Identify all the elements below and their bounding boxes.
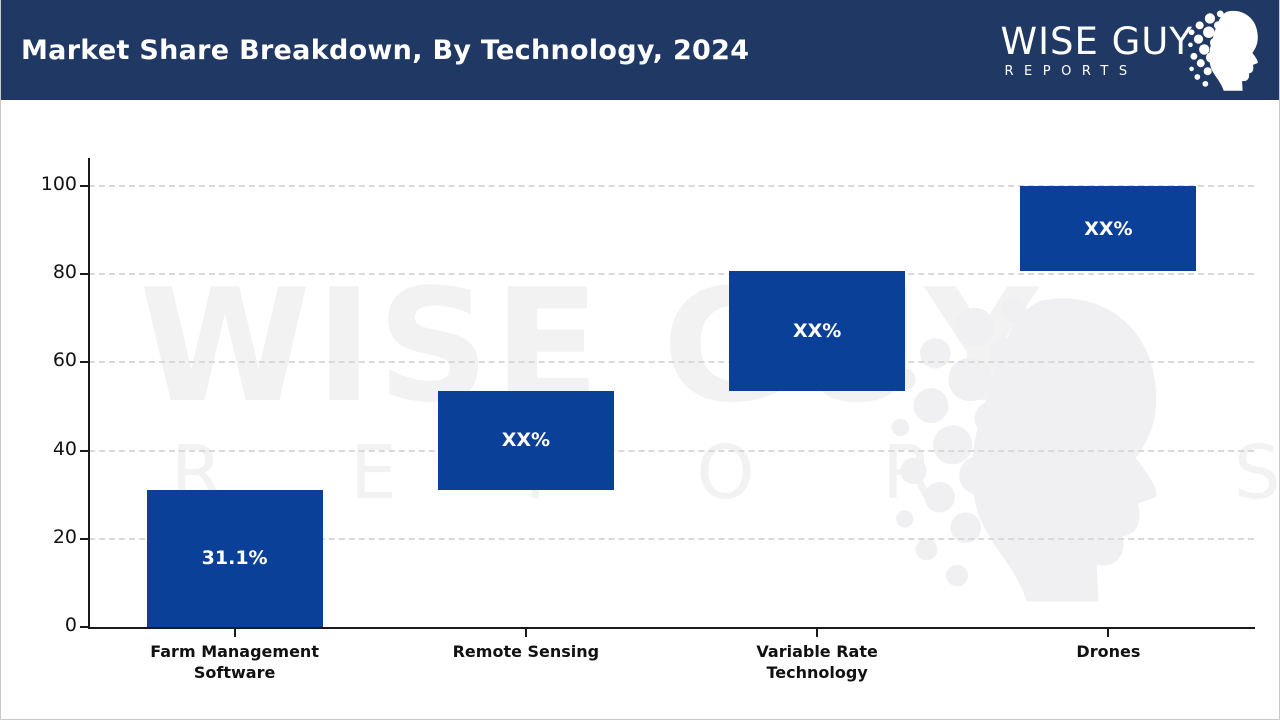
category-label-line: Farm Management [150, 642, 319, 661]
gridline-60 [89, 361, 1254, 364]
y-axis-line [88, 158, 90, 629]
gridline-40 [89, 449, 1254, 452]
category-label-drones: Drones [958, 641, 1258, 662]
x-axis-line [88, 627, 1255, 629]
y-tick-mark [80, 361, 88, 364]
watermark-face-icon [891, 296, 1157, 602]
header: Market Share Breakdown, By Technology, 2… [1, 0, 1279, 100]
logo-subtitle: REPORTS [1004, 63, 1138, 79]
x-tick-mark [524, 629, 527, 637]
bar-remote-sensing: XX% [437, 390, 614, 490]
y-tick-mark [80, 185, 88, 187]
y-tick-label: 0 [64, 614, 77, 636]
bar-value-label: XX% [1084, 217, 1133, 240]
brand-logo: WISE GUY REPORTS [1001, 0, 1267, 100]
bar-farm-management-software: 31.1% [146, 489, 323, 627]
x-tick-mark [816, 629, 819, 637]
y-tick-label: 20 [52, 525, 77, 548]
x-tick-mark [233, 629, 236, 637]
bar-value-label: XX% [792, 319, 842, 342]
gridline-80 [89, 273, 1254, 276]
category-label-remote-sensing: Remote Sensing [376, 641, 676, 662]
logo-face-icon [1188, 10, 1258, 91]
category-label-line: Drones [1076, 642, 1141, 661]
y-tick-label: 60 [52, 349, 77, 372]
y-tick-label: 40 [52, 437, 77, 460]
y-tick-label: 100 [40, 173, 77, 195]
gridline-20 [89, 537, 1254, 540]
bar-value-label: 31.1% [201, 547, 268, 570]
category-label-line: Remote Sensing [452, 642, 600, 661]
y-tick-mark [80, 537, 88, 540]
category-label-line: Variable Rate [756, 642, 878, 661]
category-label-farm-management-software: Farm Management Software [85, 641, 385, 683]
y-tick-mark [80, 626, 88, 628]
plot-area: 0 20 40 60 80 100 31.1% Farm Management Software… [1, 100, 1279, 719]
bar-variable-rate-technology: XX% [729, 271, 906, 391]
bar-value-label: XX% [501, 429, 551, 452]
x-tick-mark [1107, 629, 1110, 637]
brand-logo-text: WISE GUY REPORTS [1001, 23, 1193, 78]
bar-drones: XX% [1020, 186, 1197, 272]
y-tick-mark [80, 273, 88, 276]
category-label-line: Software [193, 663, 276, 682]
gridline-100 [89, 185, 1254, 187]
y-tick-mark [80, 449, 88, 452]
chart-title: Market Share Breakdown, By Technology, 2… [21, 34, 750, 66]
y-tick-label: 80 [52, 261, 77, 284]
logo-wordmark: WISE GUY [1000, 19, 1193, 63]
category-label-variable-rate-technology: Variable Rate Technology [667, 641, 967, 683]
category-label-line: Technology [766, 663, 868, 682]
